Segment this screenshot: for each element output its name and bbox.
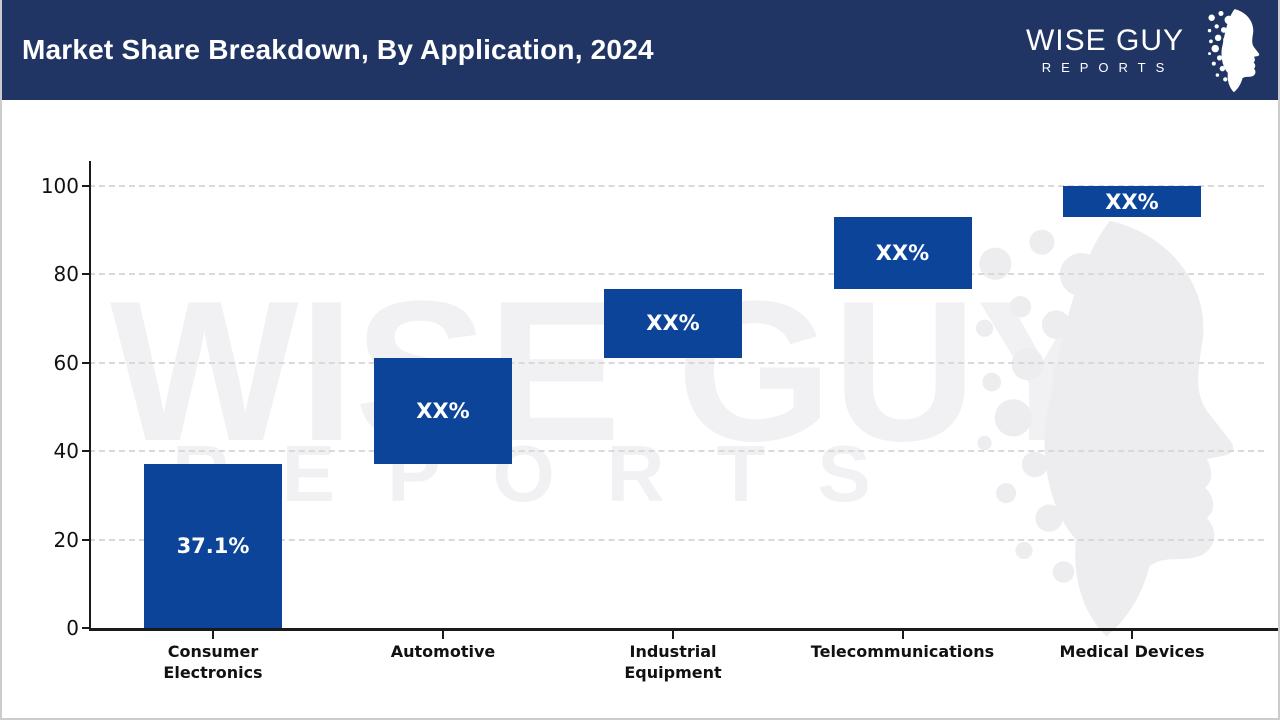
y-tick-label: 40 [53,439,79,464]
y-tick [82,185,89,187]
x-tick [1131,631,1133,639]
bar-value-label: XX% [1105,189,1159,214]
x-axis-line [89,628,1278,631]
y-tick-label: 20 [53,527,79,552]
y-axis-line [89,160,91,630]
y-tick-label: 100 [40,174,79,198]
grid-line [89,361,1264,364]
y-tick [82,361,89,364]
x-category-line: Equipment [624,663,722,682]
x-category-label: Automotive [323,641,563,662]
x-tick [672,631,674,639]
x-category-line: Telecommunications [810,642,995,661]
bar [604,288,742,358]
bar-value-label: 37.1% [176,534,250,558]
x-category-label: Industrial Equipment [553,641,793,683]
x-category-label: Telecommunications [783,641,1023,662]
x-category-line: Consumer [167,642,259,661]
y-tick-label: 0 [66,616,79,640]
bar [1063,186,1201,218]
wiseguy-logo-name: WISE GUY [1025,24,1184,57]
y-tick [82,450,89,453]
wiseguy-logo: WISE GUY REPORTS [1026,7,1264,93]
grid-line [89,538,1264,541]
y-tick [82,273,89,276]
x-category-label: Consumer Electronics [93,641,333,683]
y-tick [82,627,89,629]
bar [374,357,512,465]
x-tick [442,631,444,639]
bar [833,217,972,289]
wiseguy-head-icon [1207,9,1260,93]
wiseguy-logo-text: WISE GUY REPORTS [1025,24,1184,76]
bar-value-label: XX% [646,311,700,336]
y-tick-label: 60 [53,350,79,375]
x-category-line: Electronics [163,663,263,682]
bar [144,464,282,628]
page-title: Market Share Breakdown, By Application, … [22,34,654,65]
x-tick [212,631,214,639]
header-bar: Market Share Breakdown, By Application, … [2,0,1278,100]
wiseguy-logo-tagline: REPORTS [1041,60,1175,75]
grid-line [89,273,1264,276]
bar-value-label: XX% [416,398,470,423]
x-category-line: Medical Devices [1059,642,1205,661]
y-tick [82,538,89,541]
x-category-line: Industrial [629,642,717,661]
y-tick-label: 80 [53,262,79,287]
x-tick [901,631,904,639]
x-category-line: Automotive [390,642,496,661]
watermark-head-icon [975,220,1234,637]
grid-line [89,450,1264,453]
watermark-text-reports: REPORTS [172,429,923,518]
bar-value-label: XX% [875,240,930,265]
grid-line [89,185,1264,187]
x-category-label: Medical Devices [1012,641,1252,662]
